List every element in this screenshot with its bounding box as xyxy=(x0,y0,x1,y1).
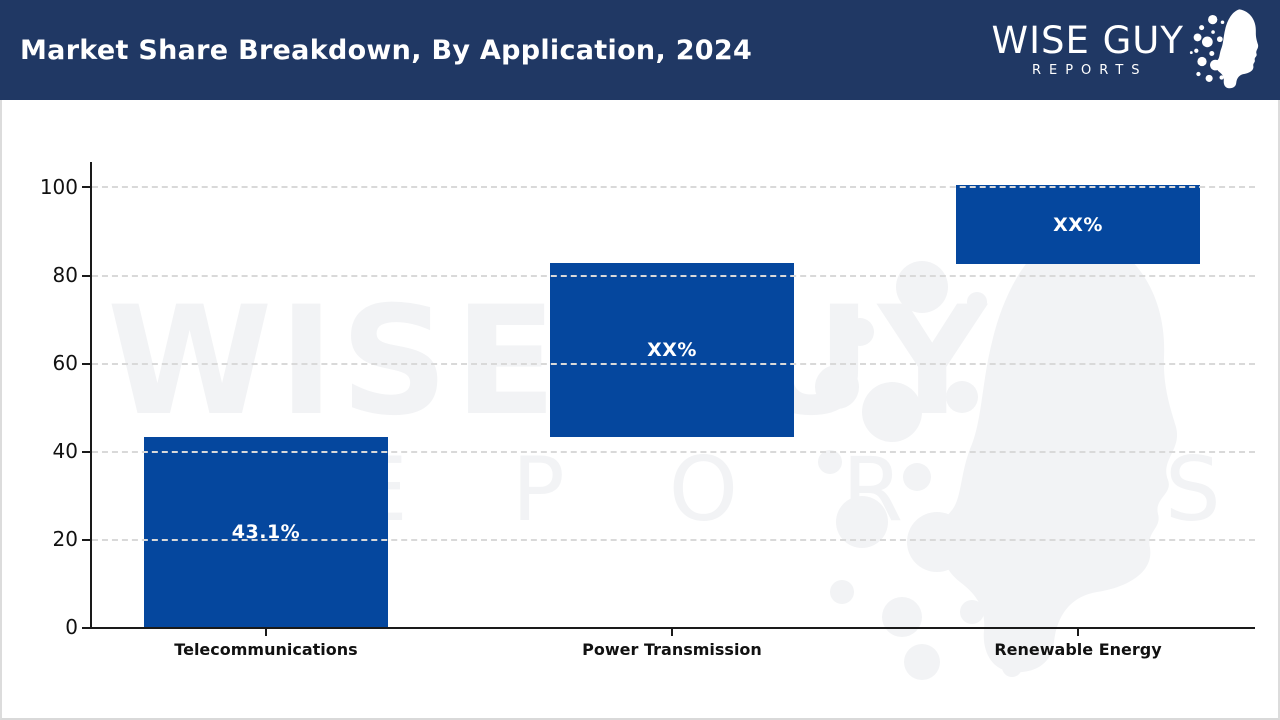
bar-telecommunications: 43.1% xyxy=(144,437,388,627)
y-tick xyxy=(82,451,91,453)
chart-plot-area: WISE GUY R E P O R T S xyxy=(0,100,1280,720)
brand-text: WISE GUY REPORTS xyxy=(991,18,1184,78)
y-tick-label-100: 100 xyxy=(39,175,78,199)
y-tick-label-40: 40 xyxy=(52,439,78,463)
header-banner: Market Share Breakdown, By Application, … xyxy=(0,0,1280,100)
y-axis-line xyxy=(90,162,92,629)
gridline-100 xyxy=(92,186,1255,188)
bar-value-label: XX% xyxy=(647,339,697,361)
y-tick-label-60: 60 xyxy=(52,351,78,375)
x-tick xyxy=(265,629,267,636)
gridline-40 xyxy=(92,451,1255,453)
bar-value-label: XX% xyxy=(1053,213,1103,236)
y-tick-label-80: 80 xyxy=(52,263,78,287)
y-tick-label-0: 0 xyxy=(65,615,78,639)
brand-name: WISE GUY xyxy=(991,18,1184,62)
bar-renewable-energy: XX% xyxy=(956,185,1200,264)
page-title: Market Share Breakdown, By Application, … xyxy=(20,34,753,66)
y-tick xyxy=(82,363,91,365)
x-category-label-renewable-energy: Renewable Energy xyxy=(994,640,1162,659)
y-tick xyxy=(82,186,91,188)
x-tick xyxy=(1077,629,1079,636)
gridline-60 xyxy=(92,363,1255,365)
y-tick xyxy=(82,627,91,629)
y-tick xyxy=(82,275,91,277)
brand-subname: REPORTS xyxy=(1031,62,1148,78)
gridline-80 xyxy=(92,275,1255,277)
x-category-label-telecommunications: Telecommunications xyxy=(174,640,358,659)
brand-logo: WISE GUY REPORTS xyxy=(992,8,1264,90)
bar-value-label: 43.1% xyxy=(231,521,301,543)
x-tick xyxy=(671,629,673,636)
watermark-text-1: WISE GUY xyxy=(107,275,993,449)
x-axis-line xyxy=(90,627,1255,629)
x-category-label-power-transmission: Power Transmission xyxy=(582,640,762,659)
brand-face-icon xyxy=(1189,9,1259,89)
y-tick xyxy=(82,539,91,541)
y-tick-label-20: 20 xyxy=(52,527,78,551)
gridline-20 xyxy=(92,539,1255,541)
bar-power-transmission: XX% xyxy=(550,263,794,437)
